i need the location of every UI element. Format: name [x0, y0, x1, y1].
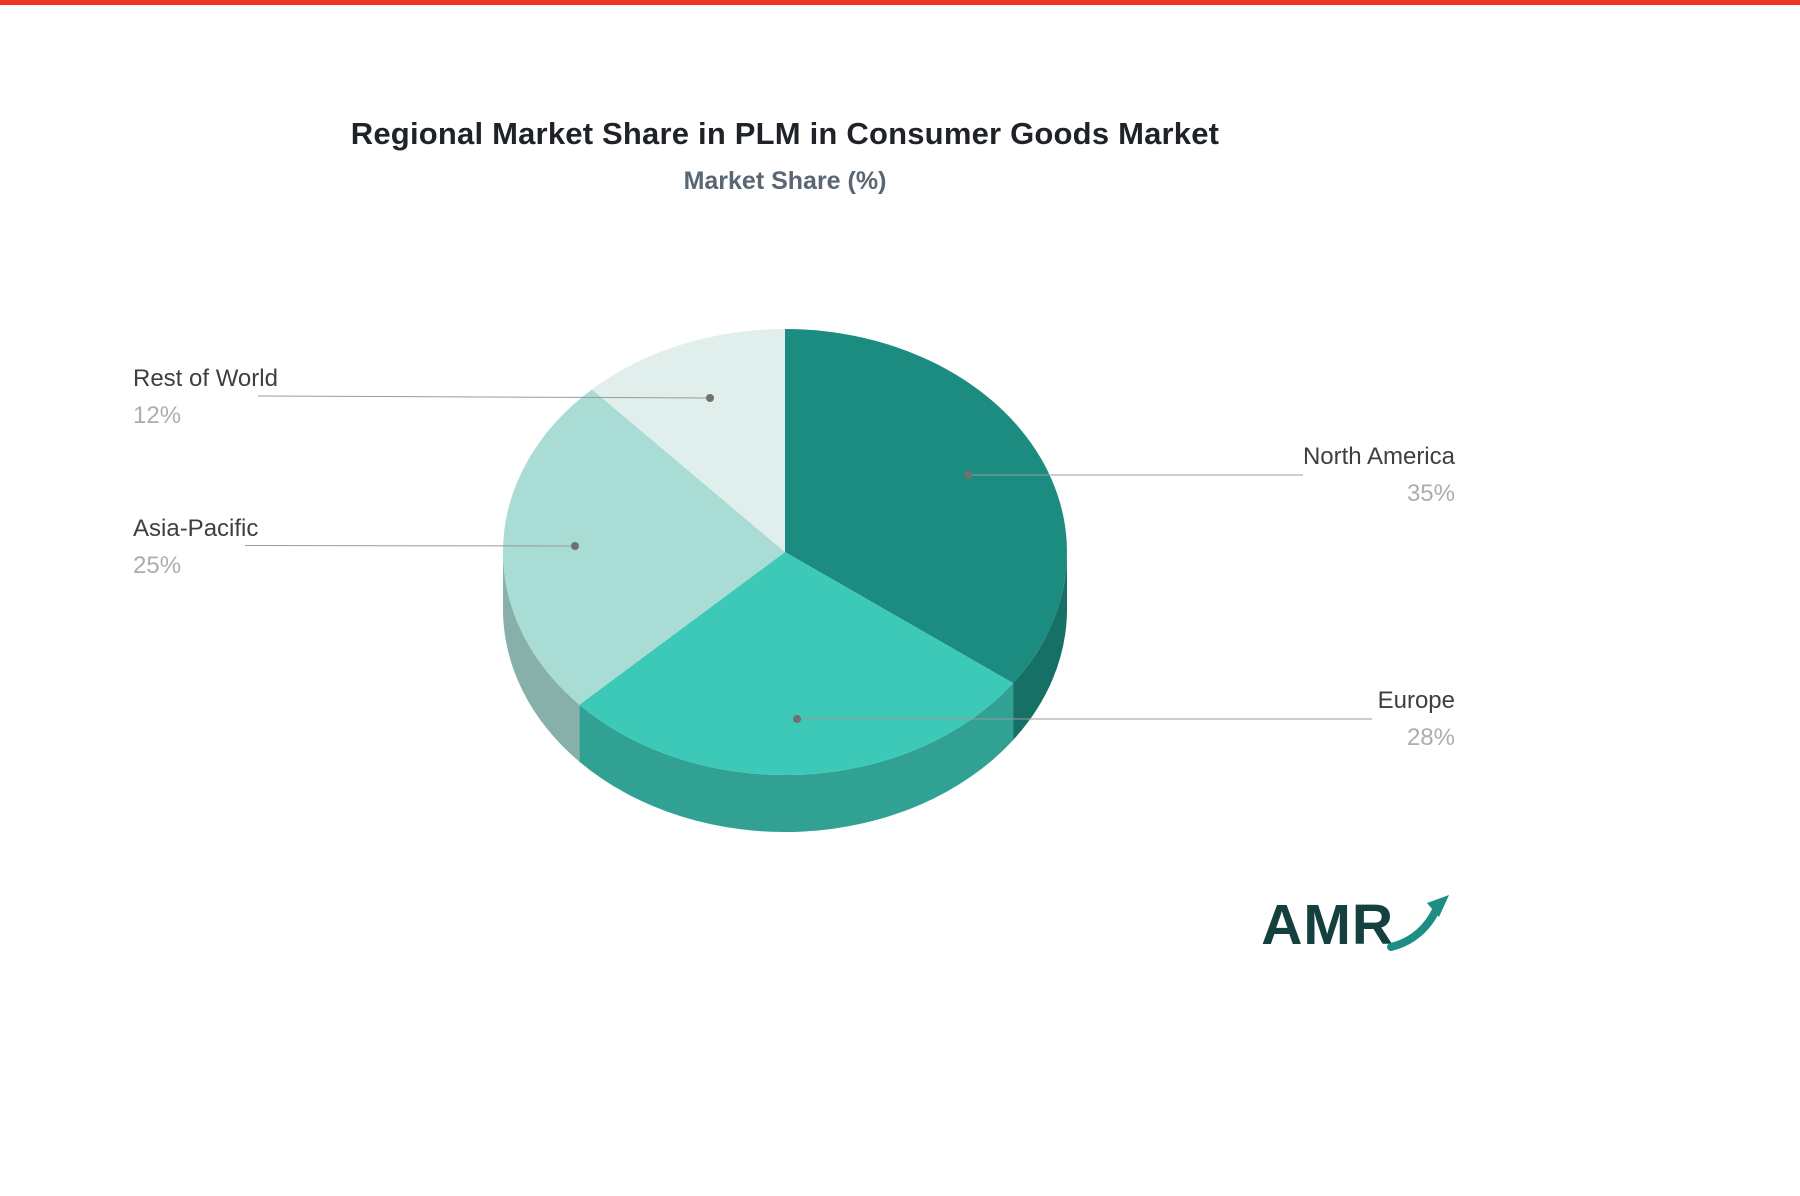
pie-slice-side-asia-pacific	[503, 552, 580, 762]
chart-subtitle: Market Share (%)	[683, 167, 887, 195]
top-accent-bar	[0, 0, 1800, 5]
chart-title: Regional Market Share in PLM in Consumer…	[350, 116, 1220, 151]
leader-dot-rest-of-world	[706, 394, 714, 402]
leader-dot-europe	[793, 715, 801, 723]
logo-arrow-icon	[1387, 895, 1449, 951]
slice-label-name: Europe	[1377, 687, 1455, 714]
leader-dot-asia-pacific	[571, 542, 579, 550]
slice-label-name: Rest of World	[133, 365, 278, 392]
slice-label-value: 28%	[1406, 724, 1455, 751]
slice-label-europe: Europe 28%	[1378, 682, 1455, 756]
brand-logo: AMR	[1261, 894, 1450, 956]
pie-slice-side-north-america	[1013, 552, 1067, 741]
slice-label-name: Asia-Pacific	[133, 515, 259, 542]
slice-label-north-america: North America 35%	[1303, 438, 1455, 512]
leader-dot-north-america	[964, 471, 972, 479]
slice-label-rest-of-world: Rest of World 12%	[133, 360, 278, 434]
slice-label-asia-pacific: Asia-Pacific 25%	[133, 510, 258, 584]
pie-slice-rest-of-world[interactable]	[592, 329, 785, 552]
slice-label-value: 35%	[1406, 480, 1455, 507]
leader-line-rest-of-world	[257, 395, 711, 399]
leader-line-asia-pacific	[244, 545, 576, 547]
pie-slice-north-america[interactable]	[785, 329, 1067, 684]
brand-logo-text: AMR	[1261, 893, 1394, 957]
slice-label-value: 25%	[133, 552, 182, 579]
pie-slice-side-europe	[579, 683, 1014, 833]
slice-label-value: 12%	[133, 402, 182, 429]
pie-slice-asia-pacific[interactable]	[502, 389, 785, 705]
slice-label-name: North America	[1302, 443, 1455, 470]
